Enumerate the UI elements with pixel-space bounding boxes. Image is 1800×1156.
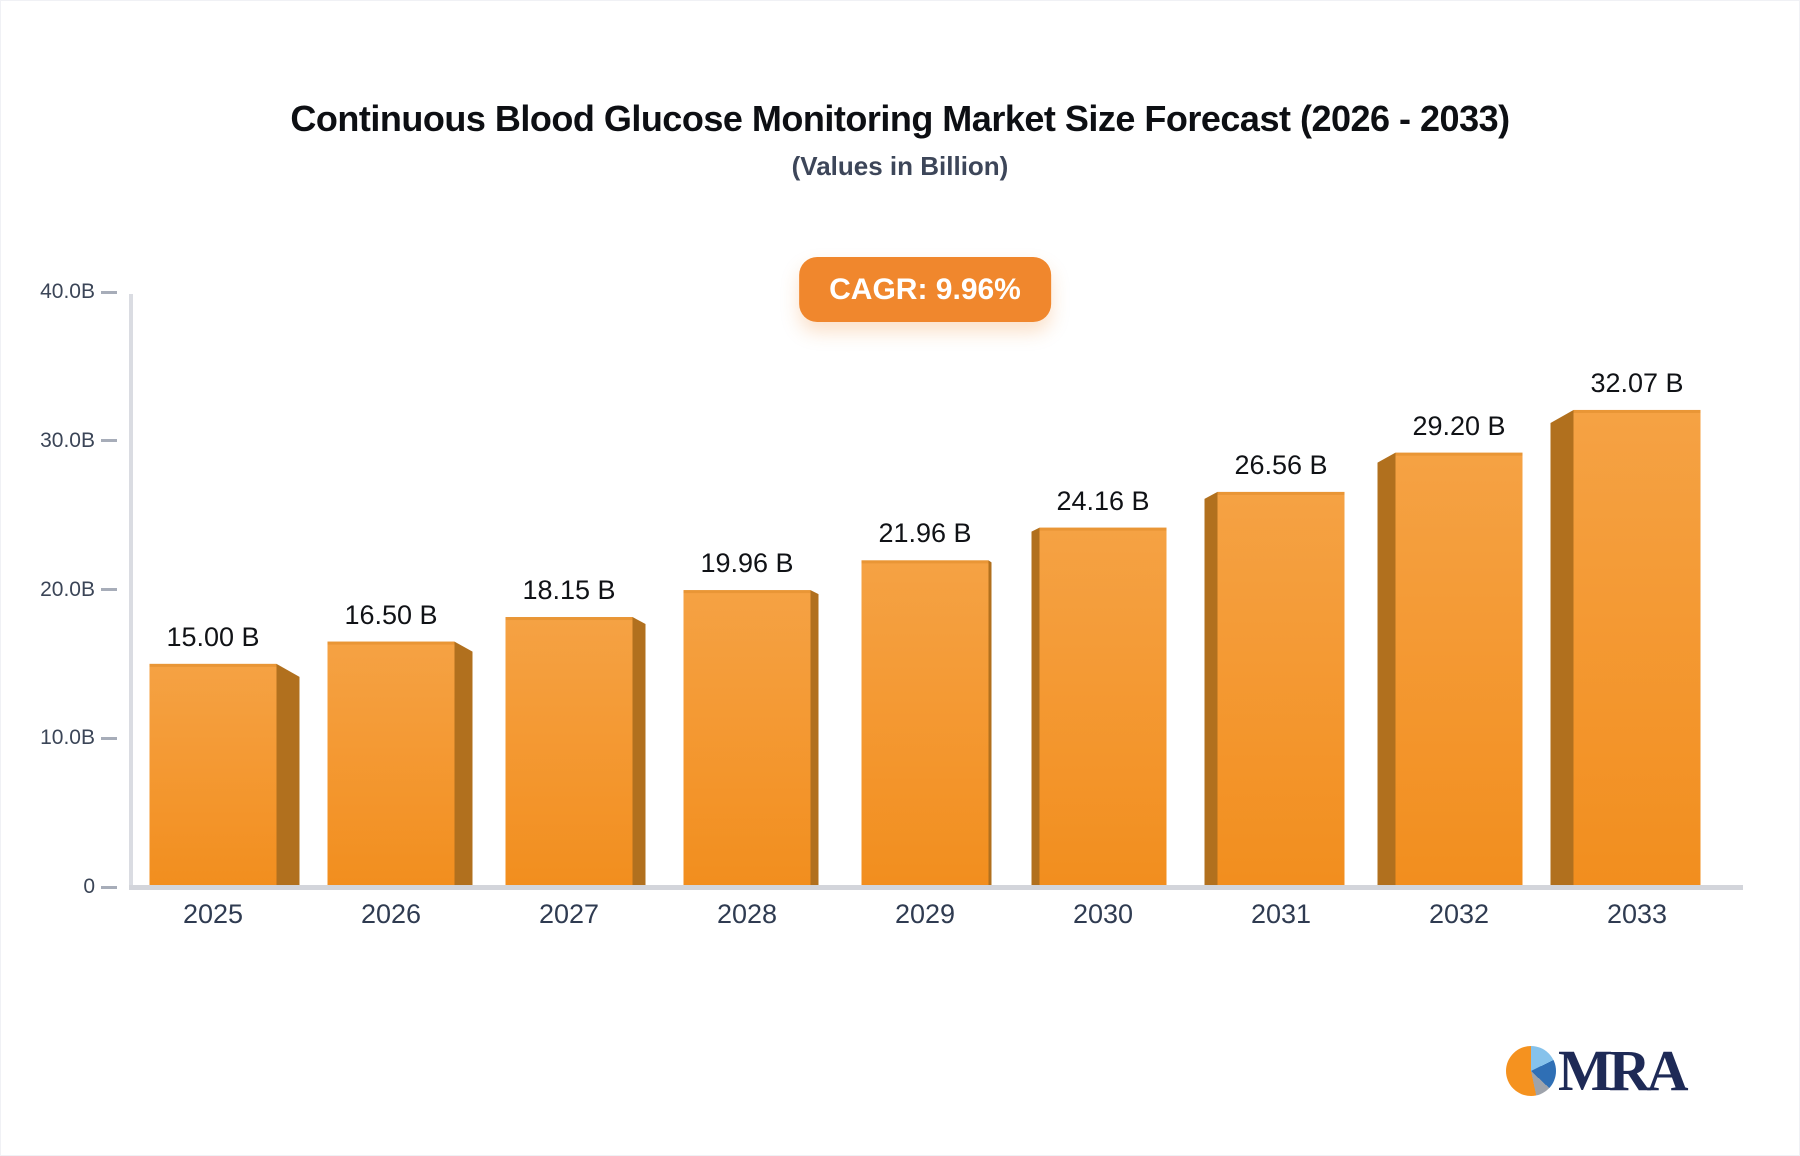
bar-3d-side: [1377, 452, 1396, 887]
bar-3d-side: [454, 641, 473, 887]
bar-value-label: 32.07 B: [1590, 367, 1684, 398]
y-tick-dash: [101, 588, 117, 591]
bar-3d-side: [632, 617, 646, 887]
bar-value-label: 15.00 B: [166, 621, 260, 652]
x-axis-baseline: [129, 885, 1743, 890]
bar-face: [505, 617, 633, 887]
y-tick-label: 40.0B: [40, 280, 95, 303]
x-tick-label: 2026: [360, 899, 422, 929]
bar-face: [1039, 527, 1167, 887]
bar-3d-side: [276, 663, 300, 887]
bar-value-label: 18.15 B: [522, 575, 616, 606]
x-tick-label: 2030: [1072, 899, 1134, 929]
bar-top-edge: [1217, 491, 1345, 495]
bar-top-edge: [149, 663, 277, 667]
bar-value-label: 24.16 B: [1056, 485, 1150, 516]
bar-3d-side: [1204, 491, 1218, 887]
logo-text: MRA: [1558, 1038, 1689, 1103]
y-tick-label: 30.0B: [40, 428, 95, 452]
bar-top-edge: [861, 560, 989, 564]
y-tick-label: 20.0B: [40, 577, 95, 601]
x-tick-label: 2028: [716, 899, 778, 929]
bar-face: [1395, 452, 1523, 887]
bar-face: [149, 663, 277, 887]
bar-top-edge: [683, 590, 811, 594]
x-tick-label: 2027: [538, 899, 600, 929]
x-tick-label: 2032: [1428, 899, 1490, 929]
y-tick-label: 0: [83, 875, 95, 898]
bar-value-label: 29.20 B: [1412, 410, 1506, 441]
bars-group: [149, 409, 1701, 887]
bar-face: [1217, 491, 1345, 887]
bar-face: [683, 590, 811, 887]
bar-top-edge: [1573, 409, 1701, 413]
bar-value-label: 26.56 B: [1234, 449, 1328, 480]
bar-3d-side: [1550, 409, 1574, 887]
bar-face: [327, 641, 455, 887]
y-tick-dash: [101, 439, 117, 443]
x-tick-label: 2029: [894, 899, 956, 929]
bar-face: [1573, 409, 1701, 887]
chart-subtitle: (Values in Billion): [791, 151, 1009, 181]
pie-chart-logo-icon: [1506, 1046, 1556, 1096]
bar-3d-side: [988, 560, 992, 887]
y-tick-dash: [101, 885, 117, 889]
y-tick-dash: [101, 290, 117, 294]
bar-3d-side: [810, 590, 819, 887]
bar-value-label: 16.50 B: [344, 599, 438, 630]
bar-top-edge: [1039, 527, 1167, 531]
bar-top-edge: [505, 617, 633, 621]
bar-value-label: 19.96 B: [700, 548, 794, 579]
y-tick-label: 10.0B: [40, 726, 95, 750]
cagr-badge: CAGR: 9.96%: [799, 257, 1051, 322]
bar-3d-side: [1031, 527, 1040, 887]
bar-top-edge: [327, 641, 455, 645]
y-axis-line: [129, 294, 133, 889]
x-tick-label: 2031: [1250, 899, 1312, 929]
y-tick-dash: [101, 736, 117, 740]
chart-title: Continuous Blood Glucose Monitoring Mark…: [290, 98, 1510, 139]
bar-value-label: 21.96 B: [878, 518, 972, 549]
bar-face: [861, 560, 989, 887]
bar-top-edge: [1395, 452, 1523, 456]
brand-logo: MRA: [1506, 1038, 1689, 1103]
x-tick-label: 2025: [182, 899, 244, 929]
x-tick-label: 2033: [1606, 899, 1668, 929]
